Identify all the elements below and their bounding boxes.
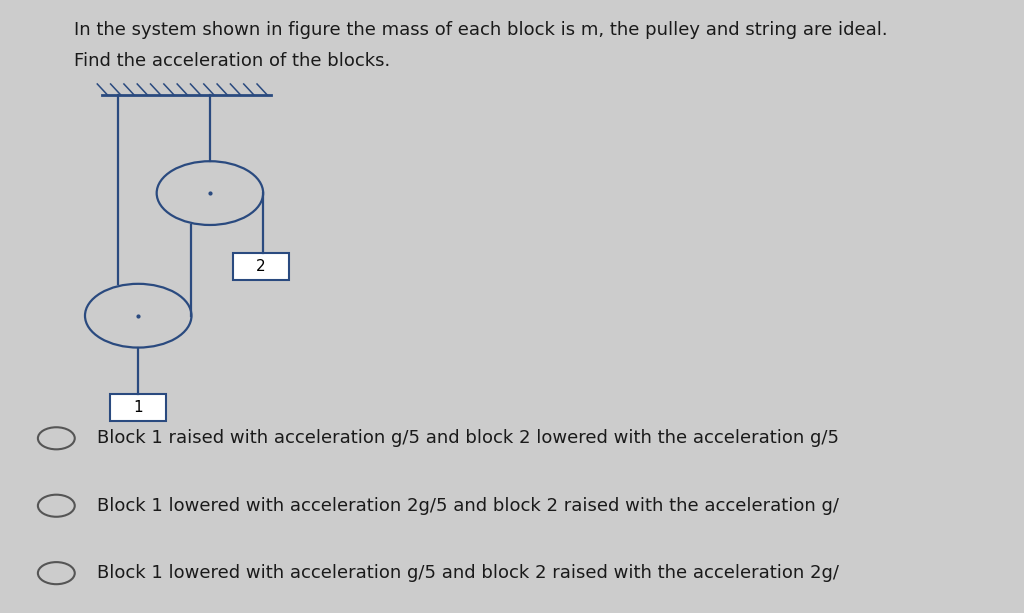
Bar — [111, 394, 166, 422]
Text: In the system shown in figure the mass of each block is m, the pulley and string: In the system shown in figure the mass o… — [74, 21, 888, 39]
Text: Block 1 lowered with acceleration g/5 and block 2 raised with the acceleration 2: Block 1 lowered with acceleration g/5 an… — [97, 564, 840, 582]
Text: 2: 2 — [256, 259, 266, 274]
Bar — [233, 253, 290, 280]
Text: Block 1 lowered with acceleration 2g/5 and block 2 raised with the acceleration : Block 1 lowered with acceleration 2g/5 a… — [97, 497, 840, 515]
Text: 1: 1 — [133, 400, 143, 415]
Text: Find the acceleration of the blocks.: Find the acceleration of the blocks. — [74, 52, 390, 70]
Text: Block 1 raised with acceleration g/5 and block 2 lowered with the acceleration g: Block 1 raised with acceleration g/5 and… — [97, 429, 840, 447]
